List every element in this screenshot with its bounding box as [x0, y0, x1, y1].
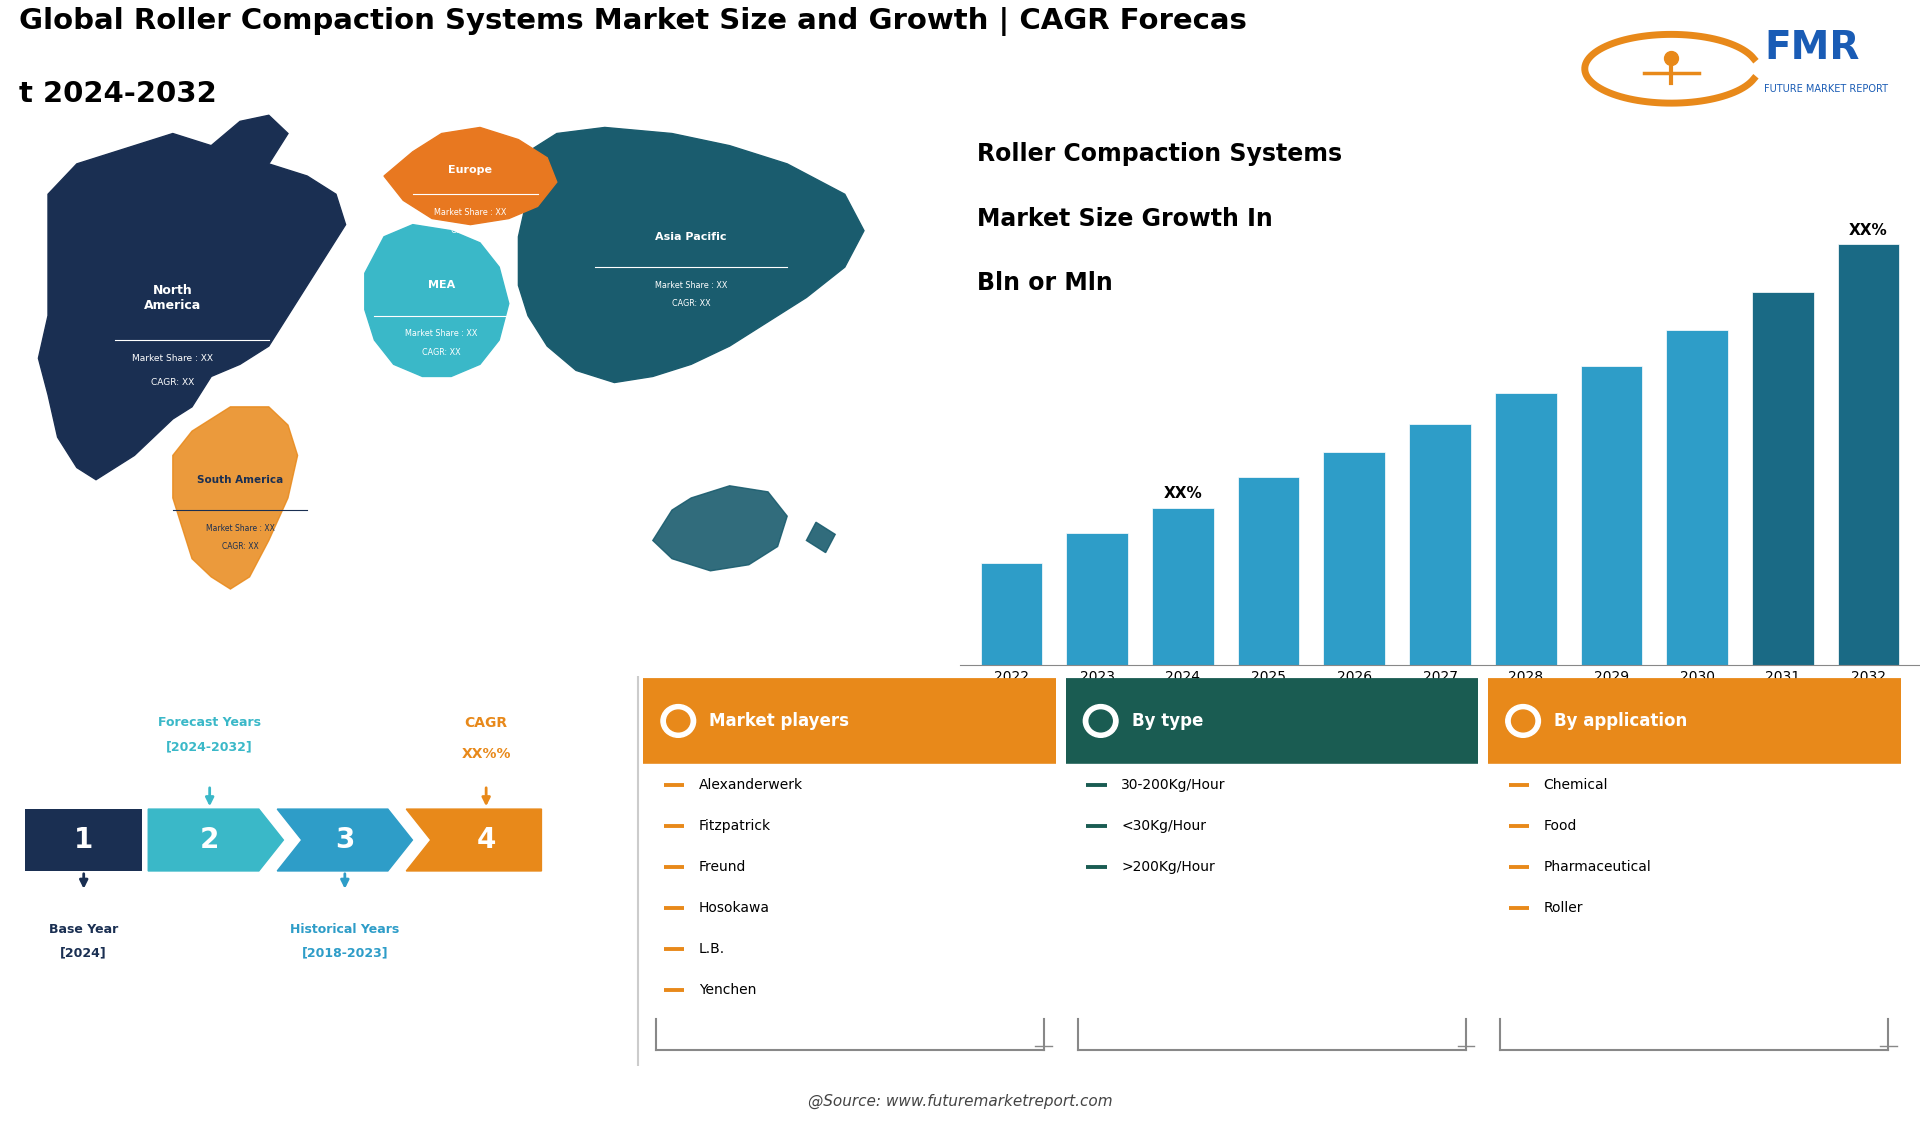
Text: CAGR: CAGR [465, 716, 507, 730]
Text: <30Kg/Hour: <30Kg/Hour [1121, 819, 1206, 833]
Circle shape [1511, 711, 1534, 732]
Bar [1751, 292, 1814, 665]
Text: Asia Pacific: Asia Pacific [655, 231, 728, 242]
Text: By application: By application [1553, 712, 1688, 730]
Text: 1: 1 [75, 826, 94, 854]
Text: @Source: www.futuremarketreport.com: @Source: www.futuremarketreport.com [808, 1094, 1112, 1109]
Bar [1496, 393, 1557, 665]
Text: By type: By type [1131, 712, 1204, 730]
FancyBboxPatch shape [634, 678, 1066, 763]
Text: FUTURE MARKET REPORT: FUTURE MARKET REPORT [1764, 85, 1889, 94]
Text: South America: South America [198, 474, 282, 485]
Polygon shape [211, 116, 288, 164]
FancyBboxPatch shape [25, 809, 142, 871]
Text: Roller Compaction Systems: Roller Compaction Systems [977, 142, 1342, 166]
Bar [1580, 366, 1642, 665]
Bar [1409, 424, 1471, 665]
Circle shape [660, 705, 695, 737]
Text: MEA: MEA [428, 281, 455, 290]
Text: Market Size Growth In: Market Size Growth In [977, 206, 1273, 230]
Text: L.B.: L.B. [699, 942, 726, 956]
Text: t 2024-2032: t 2024-2032 [19, 80, 217, 108]
Polygon shape [384, 127, 557, 225]
Text: Forecast Years: Forecast Years [157, 716, 261, 729]
Text: Bln or Mln: Bln or Mln [977, 272, 1114, 296]
Text: Market Share : XX: Market Share : XX [205, 524, 275, 533]
Text: CAGR: XX: CAGR: XX [422, 347, 461, 356]
Text: 3: 3 [336, 826, 355, 854]
Text: Market Share : XX: Market Share : XX [132, 354, 213, 363]
Text: Market Share : XX: Market Share : XX [434, 207, 507, 217]
Text: Yenchen: Yenchen [699, 983, 756, 997]
Text: XX%: XX% [1164, 486, 1202, 502]
Text: CAGR: XX: CAGR: XX [221, 542, 259, 551]
Polygon shape [806, 523, 835, 552]
Text: Market Share : XX: Market Share : XX [405, 329, 478, 338]
Polygon shape [407, 809, 541, 871]
Polygon shape [173, 407, 298, 589]
Circle shape [1083, 705, 1117, 737]
Text: Market Share : XX: Market Share : XX [655, 281, 728, 290]
Text: Pharmaceutical: Pharmaceutical [1544, 860, 1651, 874]
Text: [2024]: [2024] [60, 947, 108, 959]
Text: Fitzpatrick: Fitzpatrick [699, 819, 772, 833]
Text: 2: 2 [200, 826, 219, 854]
Circle shape [666, 711, 689, 732]
Text: FMR: FMR [1764, 29, 1860, 68]
Text: 30-200Kg/Hour: 30-200Kg/Hour [1121, 778, 1225, 792]
Polygon shape [518, 127, 864, 383]
Text: >200Kg/Hour: >200Kg/Hour [1121, 860, 1215, 874]
Text: CAGR: XX: CAGR: XX [672, 299, 710, 308]
Bar [1323, 452, 1384, 665]
Circle shape [1505, 705, 1540, 737]
Text: North
America: North America [144, 283, 202, 312]
Text: Market players: Market players [708, 712, 849, 730]
Text: 4: 4 [476, 826, 495, 854]
Bar [1667, 330, 1728, 665]
Text: CAGR: XX: CAGR: XX [152, 378, 194, 387]
Text: Food: Food [1544, 819, 1576, 833]
Polygon shape [365, 225, 509, 376]
Text: Base Year: Base Year [50, 923, 119, 935]
Bar [981, 564, 1043, 665]
Text: Global Roller Compaction Systems Market Size and Growth | CAGR Forecas: Global Roller Compaction Systems Market … [19, 7, 1248, 36]
FancyBboxPatch shape [1056, 678, 1488, 763]
Bar [1066, 533, 1129, 665]
Text: CAGR: XX: CAGR: XX [451, 226, 490, 235]
Text: [2024-2032]: [2024-2032] [167, 740, 253, 753]
Circle shape [1089, 711, 1112, 732]
Polygon shape [276, 809, 413, 871]
Text: XX%: XX% [1849, 222, 1887, 238]
Polygon shape [38, 133, 346, 480]
Polygon shape [148, 809, 284, 871]
Text: Historical Years: Historical Years [290, 923, 399, 935]
Text: Hosokawa: Hosokawa [699, 901, 770, 915]
Text: XX%%: XX%% [461, 747, 511, 761]
Text: Roller: Roller [1544, 901, 1584, 915]
Bar [1238, 477, 1300, 665]
Polygon shape [653, 486, 787, 571]
Bar [1837, 244, 1899, 665]
Text: Alexanderwerk: Alexanderwerk [699, 778, 803, 792]
Text: Europe: Europe [449, 165, 492, 175]
FancyBboxPatch shape [1478, 678, 1910, 763]
Text: Freund: Freund [699, 860, 747, 874]
Text: [2018-2023]: [2018-2023] [301, 947, 388, 959]
Text: Chemical: Chemical [1544, 778, 1609, 792]
Bar [1152, 508, 1213, 665]
